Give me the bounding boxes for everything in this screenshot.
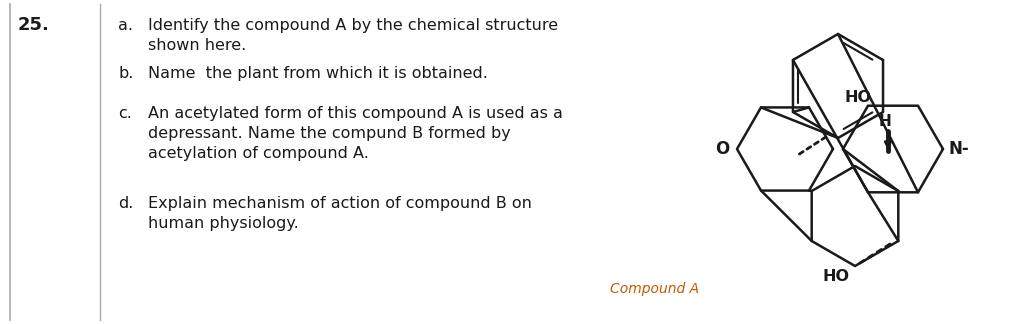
Text: a.: a. [118,18,133,33]
Text: An acetylated form of this compound A is used as a: An acetylated form of this compound A is… [148,106,563,121]
Text: acetylation of compound A.: acetylation of compound A. [148,146,369,161]
Text: depressant. Name the compund B formed by: depressant. Name the compund B formed by [148,126,511,141]
Text: shown here.: shown here. [148,38,246,53]
Text: b.: b. [118,66,133,81]
Text: human physiology.: human physiology. [148,216,299,231]
Text: O: O [715,140,729,158]
Text: N-: N- [948,140,969,158]
Text: Name  the plant from which it is obtained.: Name the plant from which it is obtained… [148,66,487,81]
Text: d.: d. [118,196,133,211]
Text: H: H [879,113,891,129]
Text: HO: HO [844,90,871,105]
Text: 25.: 25. [18,16,50,34]
Text: Compound A: Compound A [610,282,699,296]
Text: c.: c. [118,106,132,121]
Text: Identify the compound A by the chemical structure: Identify the compound A by the chemical … [148,18,558,33]
Text: HO: HO [823,269,850,284]
Text: Explain mechanism of action of compound B on: Explain mechanism of action of compound … [148,196,531,211]
